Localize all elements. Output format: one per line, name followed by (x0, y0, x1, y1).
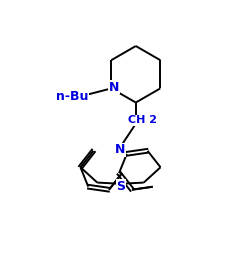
Text: CH 2: CH 2 (128, 115, 157, 125)
Text: S: S (116, 180, 125, 193)
Text: N: N (109, 81, 119, 94)
Text: N: N (115, 143, 126, 156)
Text: n-Bu: n-Bu (56, 90, 89, 103)
